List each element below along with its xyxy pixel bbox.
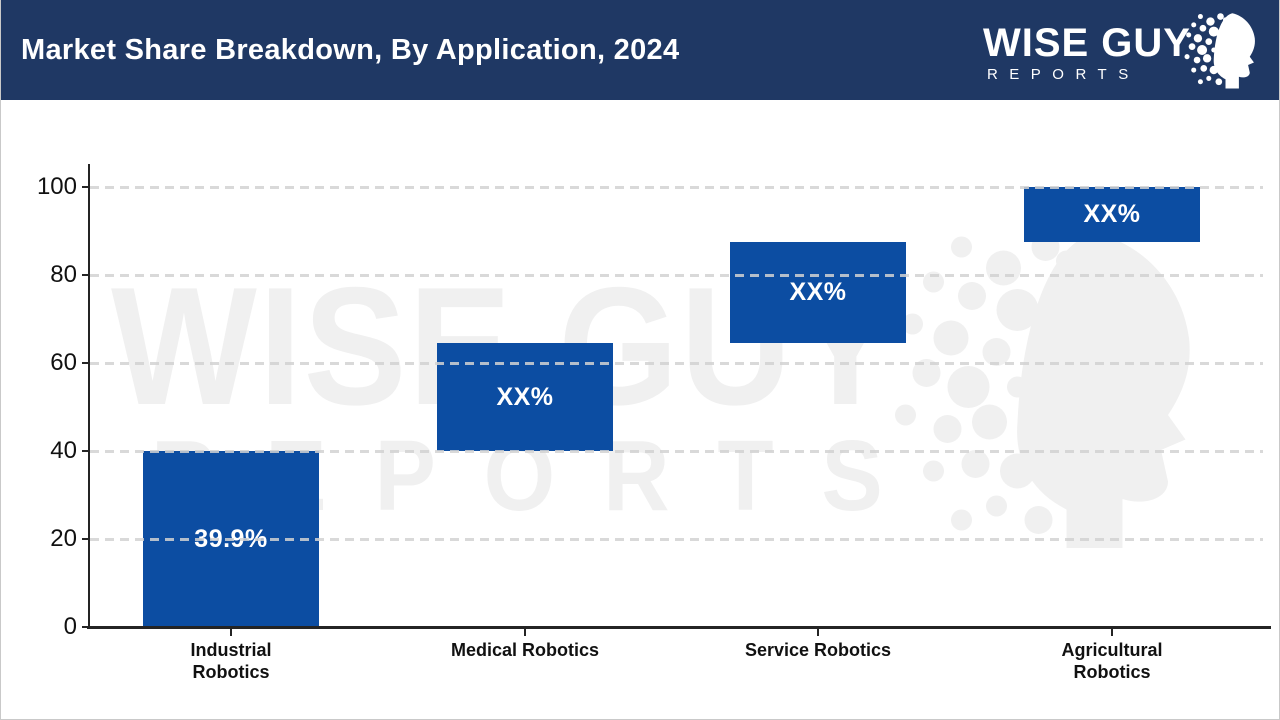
- bar-agricultural-robotics: XX%: [1024, 187, 1200, 242]
- y-axis-tick-label: 0: [63, 613, 77, 640]
- x-axis: [87, 626, 1271, 629]
- y-axis-tick-label: 100: [36, 173, 77, 200]
- x-axis-label-medical-robotics: Medical Robotics: [405, 640, 645, 662]
- wise-guy-reports-logo: WISE GUY REPORTS: [983, 6, 1269, 92]
- x-axis-label-line: Robotics: [1073, 661, 1151, 682]
- y-axis-tick-label: 80: [50, 261, 77, 288]
- logo-wordmark: WISE GUY: [982, 20, 1191, 65]
- x-axis-label-line: Service Robotics: [744, 640, 892, 660]
- page-title: Market Share Breakdown, By Application, …: [21, 33, 680, 66]
- x-axis-label-line: Industrial: [190, 640, 272, 660]
- x-axis-label-industrial-robotics: Industrial Robotics: [111, 640, 351, 684]
- gridline-100: [90, 186, 1263, 189]
- logo-face-icon: [1184, 13, 1255, 89]
- bar-value-label: XX%: [1083, 200, 1141, 228]
- y-tick-mark: [82, 362, 89, 364]
- x-tick-mark: [1111, 629, 1113, 636]
- x-axis-label-line: Agricultural: [1061, 640, 1163, 660]
- y-axis-tick-label: 60: [50, 349, 77, 376]
- bar-medical-robotics: XX%: [437, 343, 613, 452]
- y-axis-tick-label: 40: [50, 437, 77, 464]
- x-tick-mark: [230, 629, 232, 636]
- x-axis-label-line: Robotics: [192, 661, 270, 682]
- y-tick-mark: [82, 450, 89, 452]
- y-axis-tick-label: 20: [50, 525, 77, 552]
- x-axis-label-line: Medical Robotics: [450, 640, 600, 660]
- y-tick-mark: [82, 538, 89, 540]
- gridline-80: [90, 274, 1263, 277]
- gridline-20: [90, 538, 1263, 541]
- x-tick-mark: [817, 629, 819, 636]
- bar-service-robotics: XX%: [730, 242, 906, 344]
- logo-text: WISE GUY REPORTS: [983, 23, 1191, 82]
- y-tick-mark: [82, 274, 89, 276]
- bar-value-label: XX%: [789, 278, 847, 307]
- x-axis-label-service-robotics: Service Robotics: [698, 640, 938, 662]
- y-tick-mark: [82, 186, 89, 188]
- bar-value-label: XX%: [496, 382, 554, 411]
- x-tick-mark: [524, 629, 526, 636]
- x-axis-label-agricultural-robotics: Agricultural Robotics: [992, 640, 1232, 684]
- header: Market Share Breakdown, By Application, …: [1, 0, 1279, 100]
- logo-subtitle: REPORTS: [986, 65, 1140, 83]
- gridline-40: [90, 450, 1263, 453]
- y-axis: [88, 164, 90, 628]
- y-tick-mark: [82, 626, 89, 628]
- gridline-60: [90, 362, 1263, 365]
